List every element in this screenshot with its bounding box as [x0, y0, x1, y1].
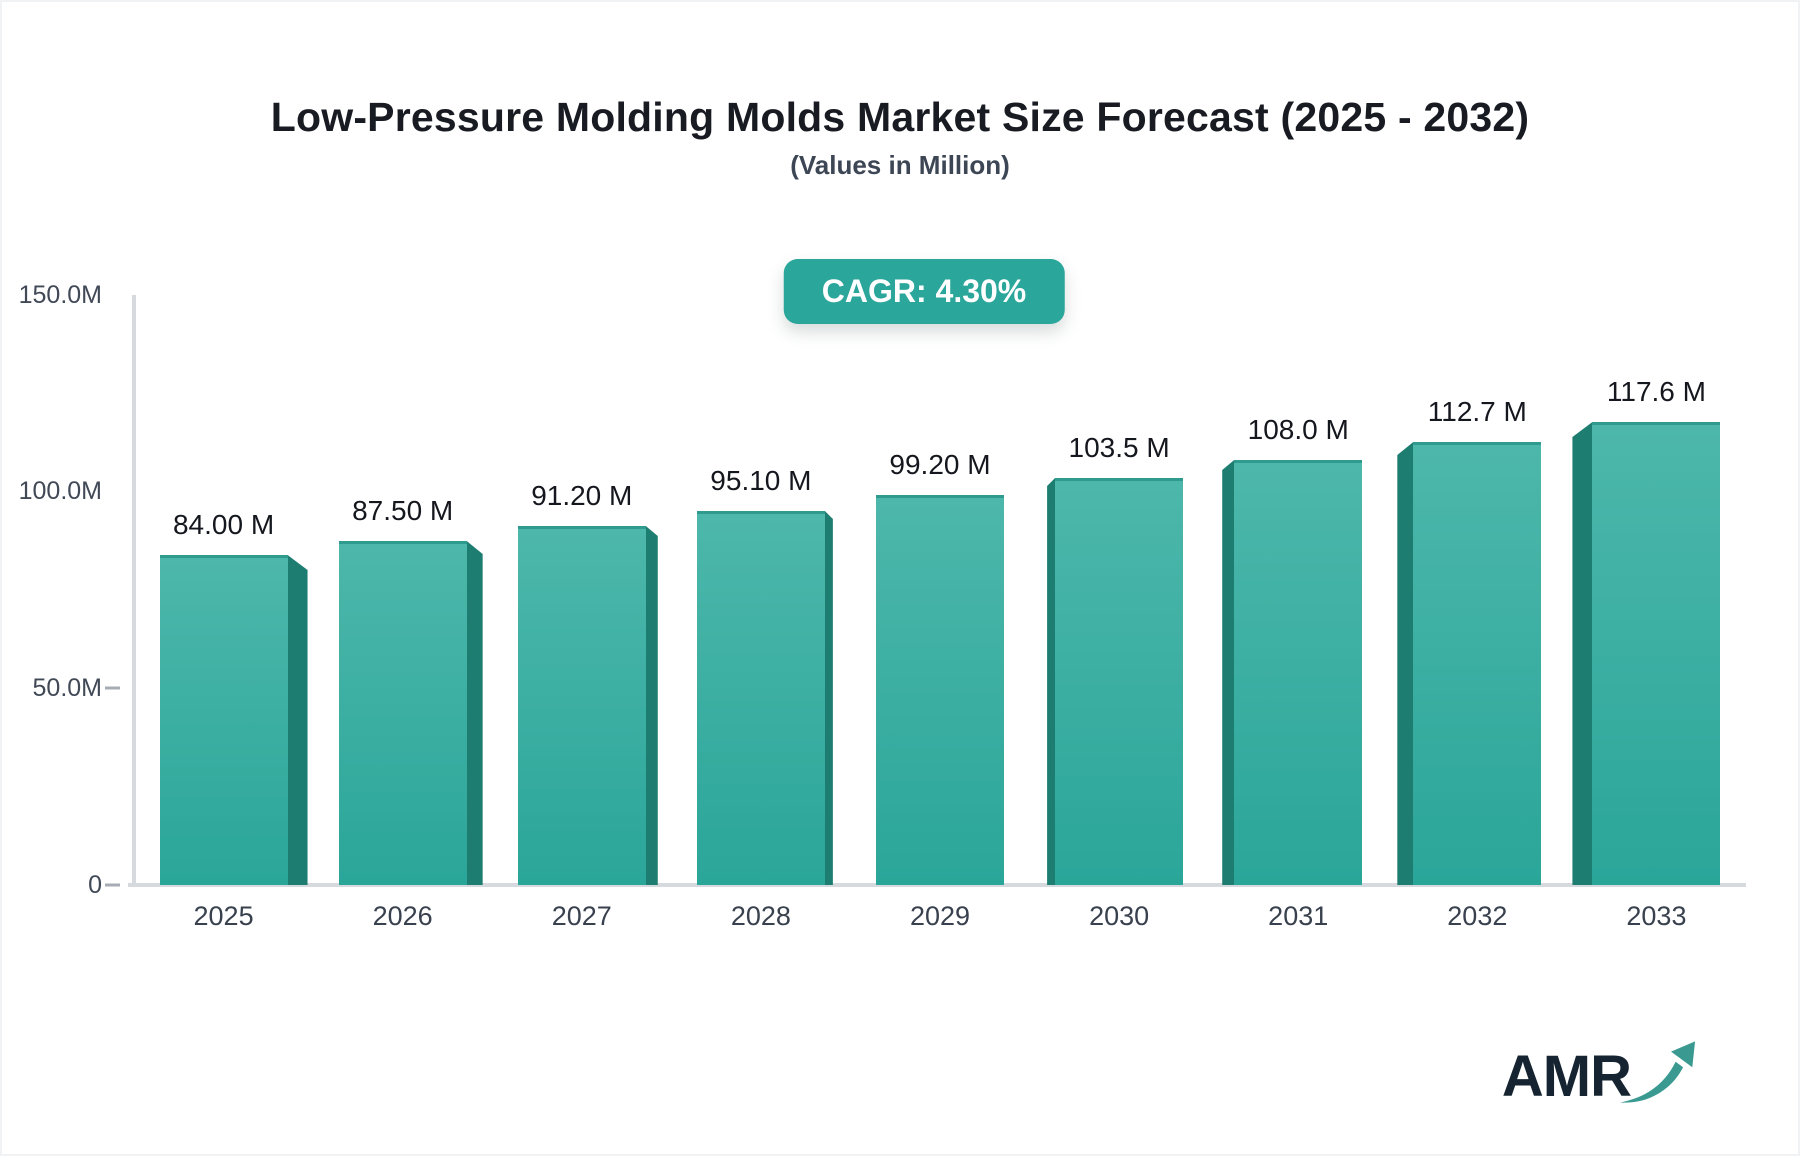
cagr-badge: CAGR: 4.30%: [783, 259, 1065, 324]
bar-side-face: [824, 511, 833, 885]
bar-group: 117.6 M 2033: [1567, 295, 1746, 931]
bar-group: 112.7 M 2032: [1388, 295, 1567, 931]
bar-value-label: 117.6 M: [1606, 376, 1706, 407]
x-category-label: 2030: [1089, 901, 1150, 931]
plot-area: 84.00 M 2025 87.50 M 2026 91.20 M 2027 95.10 M…: [128, 295, 1746, 931]
y-tick-label: 0: [88, 870, 102, 899]
bar-group: 103.5 M 2030: [1030, 295, 1209, 931]
bar-front[interactable]: [1055, 478, 1184, 885]
bar-group: 99.20 M 2029: [850, 295, 1029, 931]
bar-value-label: 99.20 M: [889, 449, 991, 480]
bar-side-face: [1572, 422, 1593, 885]
bar-value-label: 108.0 M: [1247, 414, 1349, 445]
chart-title: Low-Pressure Molding Molds Market Size F…: [270, 94, 1530, 140]
bar-front[interactable]: [875, 495, 1004, 885]
bar-front[interactable]: [1413, 442, 1542, 885]
amr-logo-text: AMR: [1501, 1044, 1632, 1109]
bars-row: 84.00 M 2025 87.50 M 2026 91.20 M 2027 95.10 M…: [134, 295, 1746, 931]
bar-side-face: [645, 526, 658, 885]
y-tick-mark: [105, 883, 120, 887]
bar-front[interactable]: [1592, 422, 1721, 885]
bar-group: 87.50 M 2026: [313, 295, 492, 931]
x-category-label: 2033: [1626, 901, 1687, 931]
bar-value-label: 87.50 M: [352, 495, 454, 526]
bar-group: 84.00 M 2025: [134, 295, 313, 931]
x-category-label: 2027: [551, 901, 612, 931]
bar-side-face: [466, 541, 483, 885]
bar-value-label: 84.00 M: [172, 509, 275, 540]
bar-front[interactable]: [338, 541, 467, 885]
x-category-label: 2031: [1268, 901, 1329, 931]
bar-front[interactable]: [517, 526, 646, 885]
y-tick-label: 50.0M: [32, 673, 102, 702]
bar-side-face: [1047, 478, 1056, 885]
y-tick-label: 100.0M: [18, 477, 102, 506]
x-axis-line: [128, 883, 1746, 887]
x-category-label: 2028: [730, 901, 791, 931]
bar-value-label: 91.20 M: [531, 480, 633, 511]
bar-front[interactable]: [159, 555, 288, 885]
bar-value-label: 95.10 M: [710, 465, 812, 496]
y-tick-mark: [105, 686, 120, 690]
bar-side-face: [1222, 460, 1235, 885]
bar-front[interactable]: [1234, 460, 1363, 885]
amr-logo: AMR: [1502, 1034, 1703, 1106]
trend-up-arrow-icon: [1620, 1041, 1696, 1103]
chart-subtitle: (Values in Million): [790, 150, 1010, 180]
bar-group: 95.10 M 2028: [671, 295, 850, 931]
bar-group: 91.20 M 2027: [492, 295, 671, 931]
bar-value-label: 112.7 M: [1427, 396, 1527, 427]
x-category-label: 2032: [1447, 901, 1508, 931]
y-tick-label: 150.0M: [18, 280, 102, 309]
y-axis-line: [132, 295, 136, 887]
x-category-label: 2026: [372, 901, 433, 931]
x-category-label: 2029: [909, 901, 971, 931]
bar-side-face: [287, 555, 308, 885]
x-category-label: 2025: [193, 901, 254, 931]
bar-side-face: [1397, 442, 1414, 885]
bar-group: 108.0 M 2031: [1209, 295, 1388, 931]
bar-value-label: 103.5 M: [1068, 432, 1170, 463]
y-axis: 150.0M 100.0M 50.0M 0: [2, 281, 134, 899]
bar-front[interactable]: [696, 511, 825, 885]
